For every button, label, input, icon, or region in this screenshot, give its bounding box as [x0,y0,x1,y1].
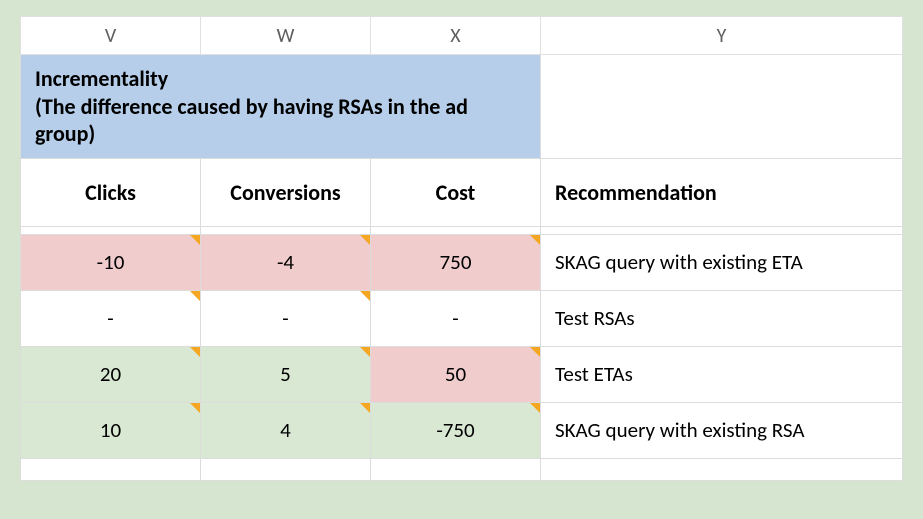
bottom-row [21,458,903,480]
col-letter-x[interactable]: X [371,17,541,55]
cell-cost[interactable]: -750 [371,402,541,458]
cell-conversions[interactable]: -4 [201,234,371,290]
cell-cost[interactable]: - [371,290,541,346]
title-row: Incrementality (The difference caused by… [21,55,903,159]
cell-conversions[interactable]: 5 [201,346,371,402]
cell-recommendation[interactable]: SKAG query with existing ETA [541,234,903,290]
table-row: 10 4 -750 SKAG query with existing RSA [21,402,903,458]
table-row: - - - Test RSAs [21,290,903,346]
table-row: 20 5 50 Test ETAs [21,346,903,402]
header-row: Clicks Conversions Cost Recommendation [21,158,903,226]
table: V W X Y Incrementality (The difference c… [20,16,903,481]
empty-cell[interactable] [541,458,903,480]
cell-conversions[interactable]: 4 [201,402,371,458]
col-letter-y[interactable]: Y [541,17,903,55]
title-cell[interactable]: Incrementality (The difference caused by… [21,55,541,159]
cell-conversions[interactable]: - [201,290,371,346]
cell-cost[interactable]: 750 [371,234,541,290]
spacer-cell[interactable] [371,226,541,234]
empty-cell[interactable] [201,458,371,480]
cell-recommendation[interactable]: Test RSAs [541,290,903,346]
cell-clicks[interactable]: - [21,290,201,346]
hdr-recommendation[interactable]: Recommendation [541,158,903,226]
cell-clicks[interactable]: -10 [21,234,201,290]
spacer-cell[interactable] [201,226,371,234]
hdr-clicks[interactable]: Clicks [21,158,201,226]
cell-recommendation[interactable]: Test ETAs [541,346,903,402]
column-letter-row: V W X Y [21,17,903,55]
spacer-row [21,226,903,234]
spacer-cell[interactable] [541,226,903,234]
spreadsheet: V W X Y Incrementality (The difference c… [20,16,903,481]
spacer-cell[interactable] [21,226,201,234]
cell-recommendation[interactable]: SKAG query with existing RSA [541,402,903,458]
empty-cell[interactable] [541,55,903,159]
col-letter-v[interactable]: V [21,17,201,55]
hdr-cost[interactable]: Cost [371,158,541,226]
cell-clicks[interactable]: 20 [21,346,201,402]
hdr-conversions[interactable]: Conversions [201,158,371,226]
empty-cell[interactable] [21,458,201,480]
col-letter-w[interactable]: W [201,17,371,55]
cell-cost[interactable]: 50 [371,346,541,402]
table-row: -10 -4 750 SKAG query with existing ETA [21,234,903,290]
empty-cell[interactable] [371,458,541,480]
cell-clicks[interactable]: 10 [21,402,201,458]
